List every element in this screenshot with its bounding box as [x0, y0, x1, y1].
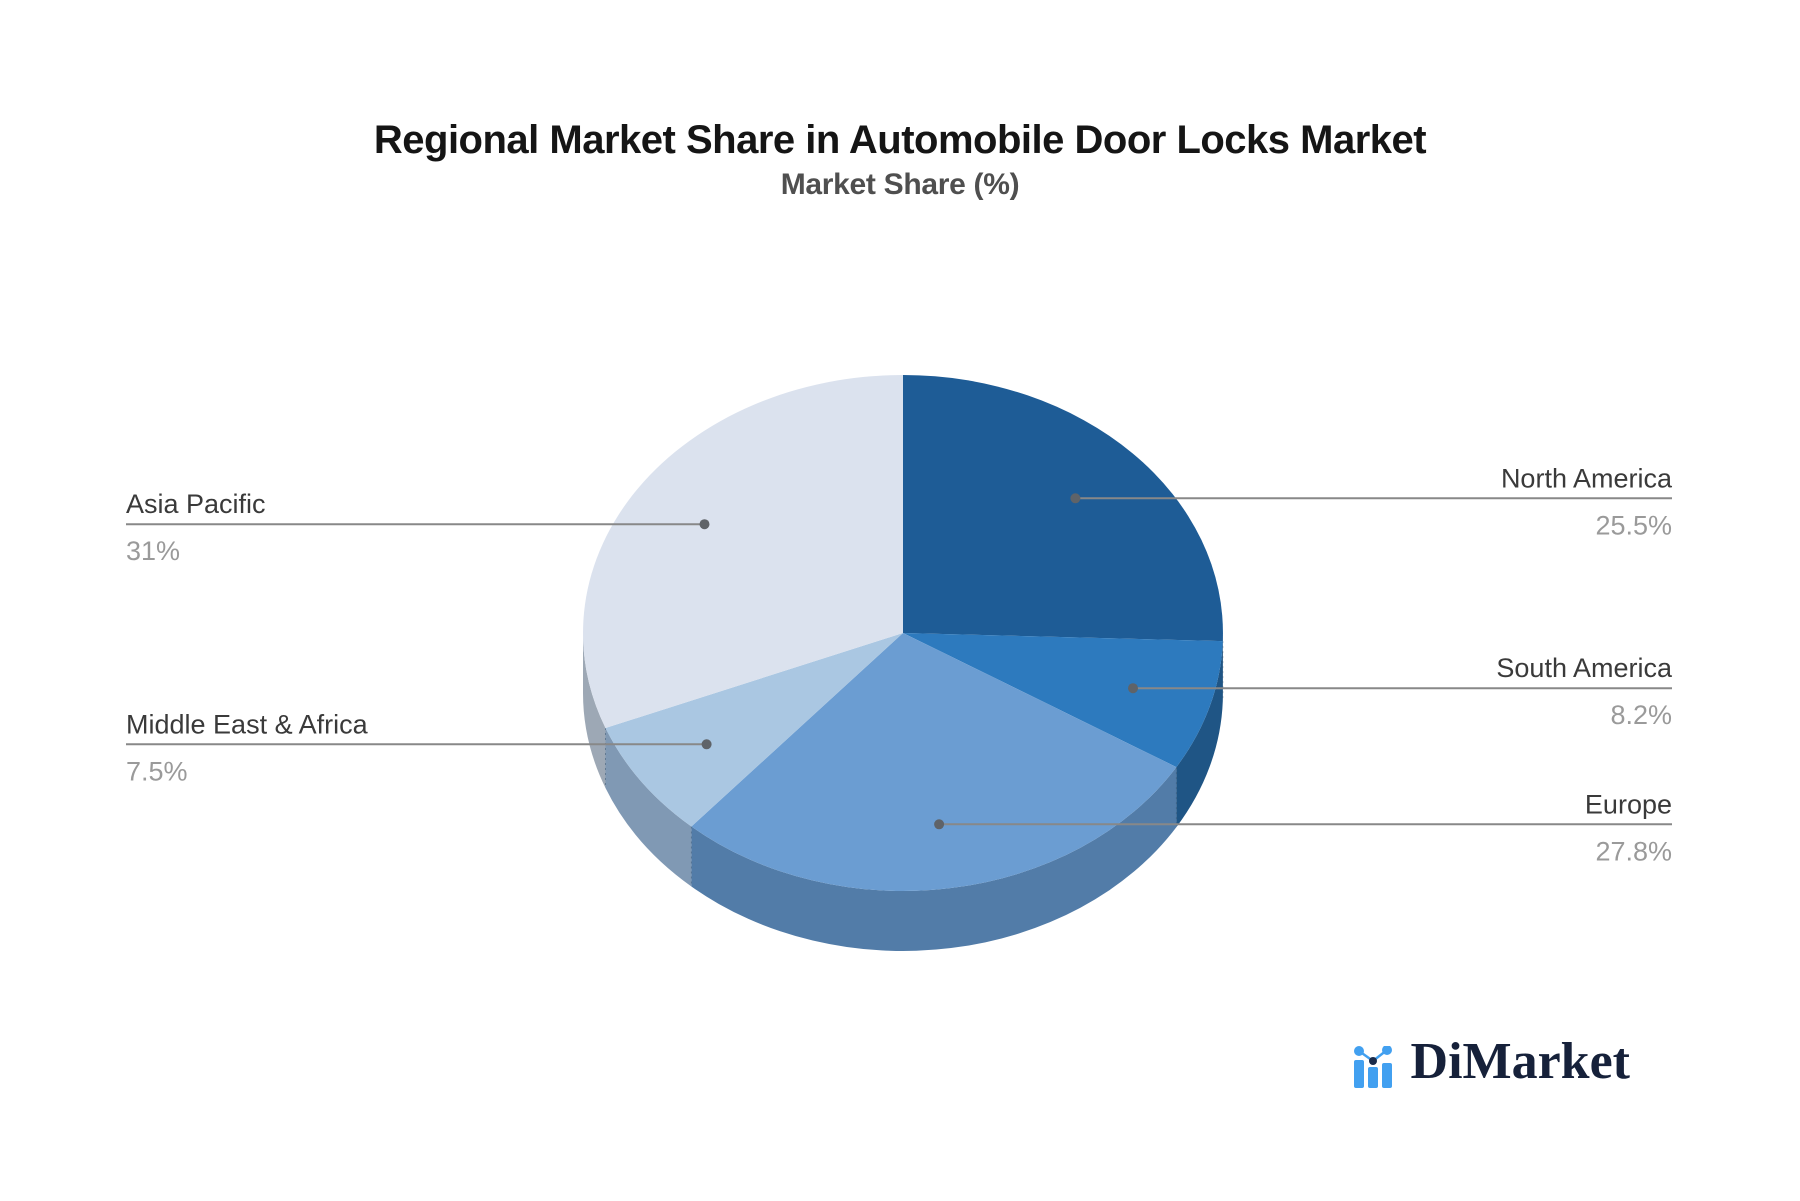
brand-logo-text: DiMarket [1411, 1036, 1630, 1088]
bar-chart-logo-icon [1352, 1046, 1398, 1088]
slice-pct-asia-pacific: 31% [126, 536, 180, 566]
slice-label-middle-east-africa: Middle East & Africa [126, 709, 369, 739]
slice-label-asia-pacific: Asia Pacific [126, 489, 266, 519]
slice-pct-south-america: 8.2% [1610, 700, 1672, 730]
slice-pct-north-america: 25.5% [1595, 510, 1672, 540]
brand-logo: DiMarket [1352, 1036, 1630, 1088]
leader-dot-north-america [1070, 493, 1080, 503]
leader-dot-asia-pacific [700, 519, 710, 529]
chart-subtitle: Market Share (%) [0, 168, 1800, 202]
pie-slices [583, 375, 1223, 891]
slice-label-europe: Europe [1585, 789, 1672, 819]
slice-label-north-america: North America [1501, 463, 1673, 493]
slice-pct-middle-east-africa: 7.5% [126, 756, 188, 786]
slice-pct-europe: 27.8% [1595, 836, 1672, 866]
pie-slice-north-america[interactable] [903, 375, 1223, 641]
leader-dot-south-america [1128, 683, 1138, 693]
leader-dot-middle-east-africa [702, 739, 712, 749]
chart-title: Regional Market Share in Automobile Door… [0, 118, 1800, 163]
slice-label-south-america: South America [1496, 653, 1673, 683]
leader-dot-europe [934, 819, 944, 829]
